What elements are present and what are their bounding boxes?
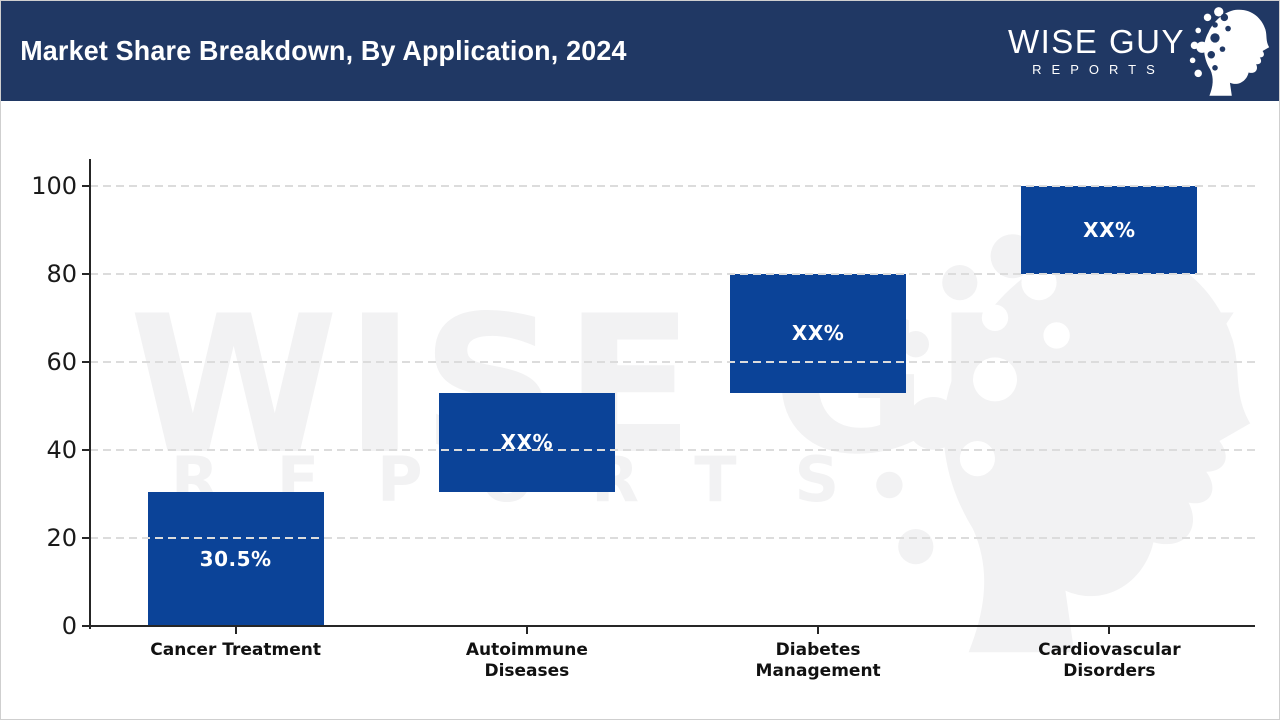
x-category-label: Cardiovascular Disorders	[989, 640, 1229, 682]
wise-guy-head-icon	[1189, 7, 1270, 96]
wise-guy-reports-logo: WISE GUY REPORTS	[1008, 1, 1271, 101]
logo-text: WISE GUY REPORTS	[1007, 22, 1185, 78]
x-category-label-line: Diseases	[484, 661, 570, 681]
y-tick-mark	[82, 361, 90, 363]
bar-value-label: 30.5%	[199, 546, 272, 571]
bar-3: XX%	[730, 274, 907, 393]
x-category-label-line: Cardiovascular	[1038, 640, 1181, 660]
x-axis-line	[89, 625, 1255, 627]
y-tick-mark	[82, 449, 90, 451]
x-category-label-line: Disorders	[1063, 661, 1156, 681]
x-category-label-line: Management	[755, 661, 881, 681]
y-tick-label: 20	[46, 524, 77, 552]
y-tick-label: 0	[61, 612, 77, 640]
header: Market Share Breakdown, By Application, …	[1, 1, 1279, 101]
gridline-80	[90, 273, 1255, 275]
watermark-head-icon	[876, 234, 1251, 653]
x-tick-mark	[817, 627, 820, 634]
y-tick-mark	[82, 273, 90, 275]
x-tick-mark	[234, 627, 237, 634]
x-category-label: Autoimmune Diseases	[407, 640, 647, 682]
bar-1: 30.5%	[147, 491, 324, 626]
y-tick-mark	[82, 185, 90, 187]
x-category-label-line: Cancer Treatment	[150, 640, 321, 660]
x-category-label: Cancer Treatment	[116, 640, 356, 661]
logo-subtitle: REPORTS	[1032, 62, 1165, 78]
y-tick-mark	[82, 625, 90, 627]
gridline-40	[90, 449, 1255, 451]
x-tick-mark	[525, 627, 528, 634]
y-tick-label: 60	[46, 348, 77, 376]
y-axis-line	[89, 159, 91, 629]
logo-wordmark: WISE GUY	[1007, 22, 1185, 60]
gridline-100	[90, 185, 1255, 187]
y-tick-label: 80	[46, 260, 77, 288]
bar-value-label: XX%	[1083, 218, 1136, 242]
y-tick-label: 100	[31, 172, 77, 200]
gridline-60	[90, 361, 1255, 363]
x-category-label: Diabetes Management	[698, 640, 938, 682]
y-tick-label: 40	[46, 436, 77, 464]
chart-area: WISE GUY REPORTS 02040608010030.5%Cancer…	[1, 101, 1279, 719]
gridline-20	[90, 537, 1255, 539]
x-tick-mark	[1108, 627, 1111, 634]
page-title: Market Share Breakdown, By Application, …	[20, 35, 627, 66]
x-category-label-line: Diabetes	[775, 640, 861, 660]
bar-2: XX%	[438, 392, 615, 492]
bar-value-label: XX%	[791, 321, 845, 346]
x-category-label-line: Autoimmune	[465, 640, 588, 660]
bar-4: XX%	[1021, 186, 1198, 274]
y-tick-mark	[82, 537, 90, 539]
